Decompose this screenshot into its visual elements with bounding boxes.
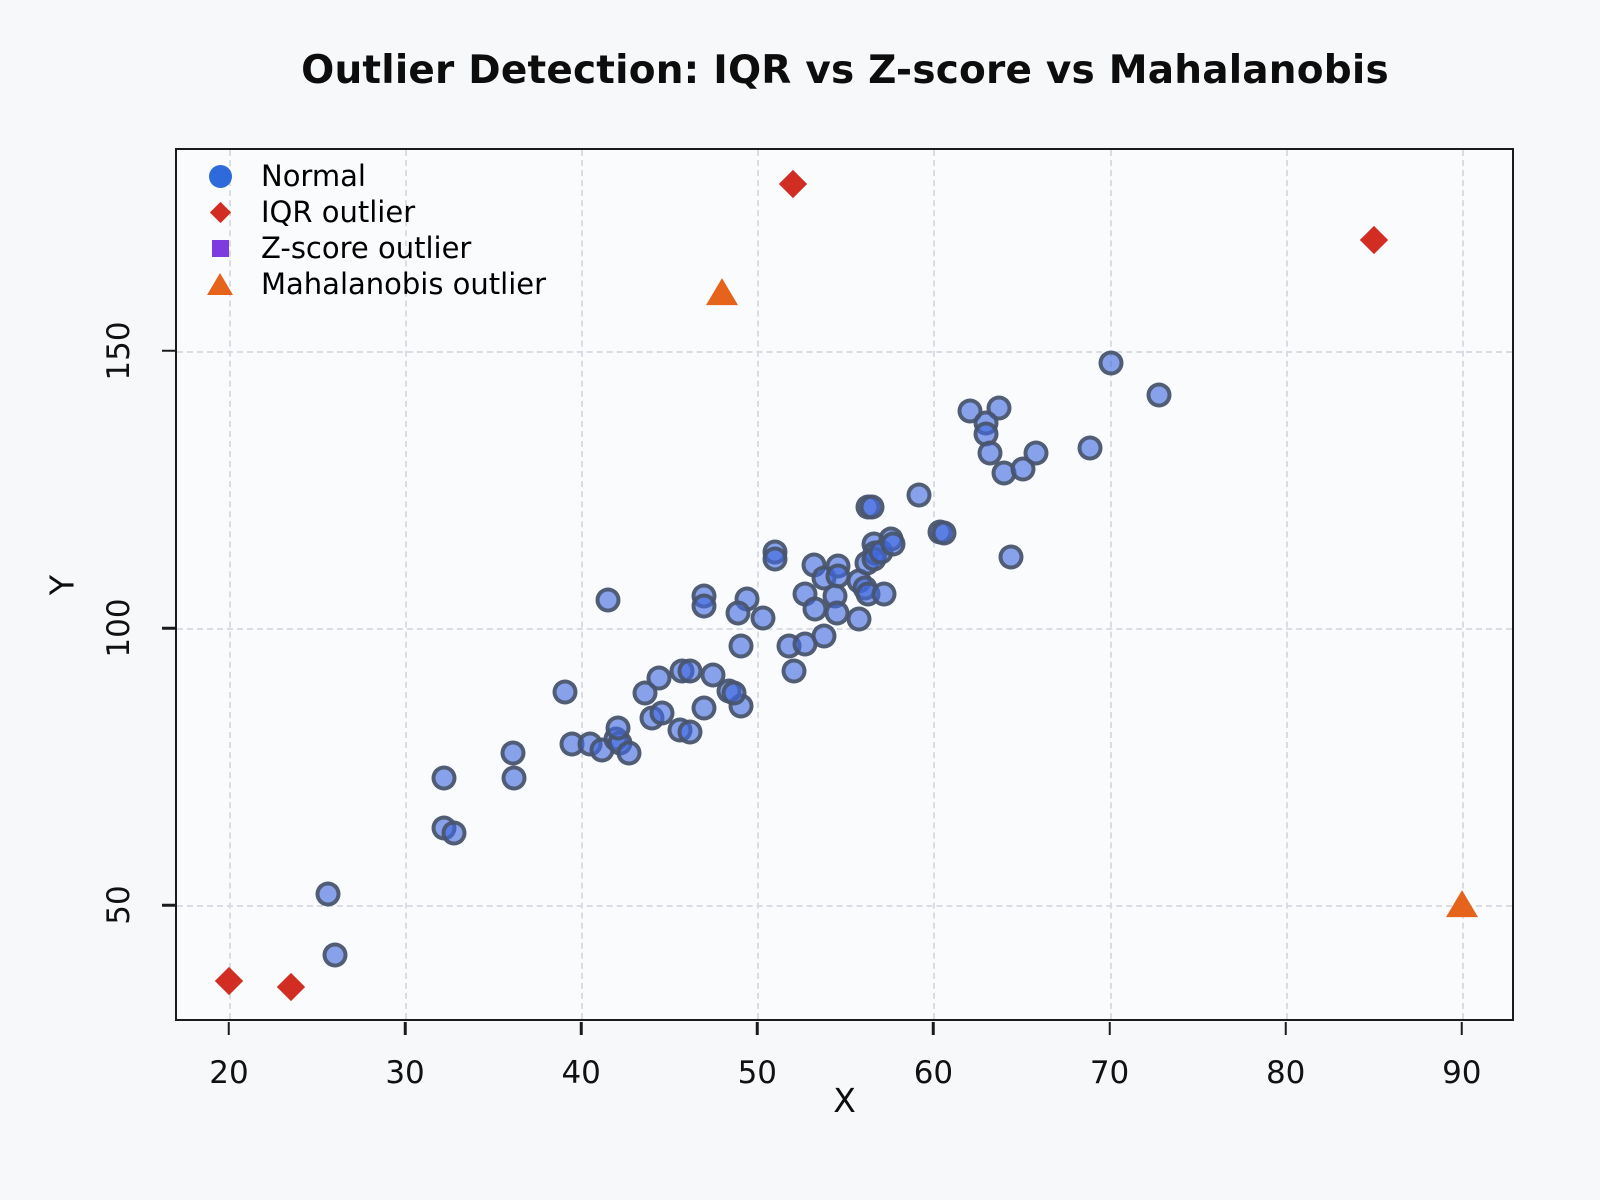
legend-label: Z-score outlier bbox=[261, 231, 472, 265]
normal-point bbox=[677, 658, 703, 684]
normal-point bbox=[315, 881, 341, 907]
normal-point bbox=[1023, 440, 1049, 466]
y-tick-label-50: 50 bbox=[101, 885, 137, 926]
gridline-y-50 bbox=[177, 905, 1512, 908]
x-tick-label-80: 80 bbox=[1265, 1055, 1306, 1091]
gridline-x-50 bbox=[757, 150, 760, 1019]
gridline-x-30 bbox=[405, 150, 408, 1019]
normal-point bbox=[552, 679, 578, 705]
normal-point bbox=[721, 680, 747, 706]
normal-point bbox=[781, 658, 807, 684]
gridline-x-60 bbox=[933, 150, 936, 1019]
iqr-outlier-point bbox=[1359, 225, 1388, 254]
normal-point bbox=[871, 581, 897, 607]
legend-label: IQR outlier bbox=[261, 195, 416, 229]
normal-point bbox=[691, 695, 717, 721]
mahalanobis-outlier-point bbox=[706, 277, 739, 305]
mahalanobis-outlier-point bbox=[1445, 890, 1478, 918]
x-tick-label-70: 70 bbox=[1089, 1055, 1130, 1091]
x-tick-50 bbox=[756, 1021, 759, 1035]
normal-point bbox=[595, 587, 621, 613]
x-tick-40 bbox=[579, 1021, 583, 1035]
square-legend-marker-icon bbox=[207, 239, 233, 257]
gridline-x-40 bbox=[581, 150, 584, 1019]
normal-point bbox=[649, 700, 675, 726]
normal-point bbox=[431, 765, 457, 791]
gridline-y-150 bbox=[177, 350, 1512, 353]
normal-point bbox=[500, 740, 525, 766]
normal-point bbox=[846, 606, 872, 632]
normal-point bbox=[616, 740, 642, 766]
plot-area: 20 30 40 50 60 70 80 90 50 100 150 Normal IQR outli… bbox=[43, 148, 1514, 1120]
normal-point bbox=[880, 531, 906, 557]
normal-point bbox=[998, 544, 1024, 570]
normal-point bbox=[728, 633, 754, 659]
x-tick-label-90: 90 bbox=[1442, 1055, 1482, 1091]
x-tick-label-20: 20 bbox=[209, 1055, 249, 1091]
x-tick-label-30: 30 bbox=[385, 1055, 425, 1091]
x-tick-90 bbox=[1460, 1021, 1464, 1035]
iqr-outlier-point bbox=[276, 972, 305, 1001]
y-tick-50 bbox=[161, 904, 175, 907]
triangle-icon bbox=[207, 273, 233, 295]
normal-point bbox=[677, 719, 703, 745]
legend-item-mahalanobis-outlier: Mahalanobis outlier bbox=[207, 266, 546, 302]
y-tick-150 bbox=[161, 349, 175, 352]
normal-point bbox=[824, 600, 850, 626]
normal-point bbox=[957, 398, 983, 424]
normal-point bbox=[1077, 435, 1103, 461]
x-tick-label-40: 40 bbox=[561, 1055, 601, 1091]
y-tick-label-100: 100 bbox=[101, 598, 137, 658]
normal-point bbox=[646, 665, 672, 691]
gridline-x-70 bbox=[1109, 150, 1112, 1019]
normal-point bbox=[906, 482, 932, 508]
iqr-outlier-point bbox=[214, 967, 244, 996]
normal-point bbox=[725, 600, 751, 626]
normal-point bbox=[1098, 350, 1124, 376]
triangle-legend-marker-icon bbox=[207, 273, 233, 295]
gridline-x-80 bbox=[1285, 150, 1288, 1019]
normal-point bbox=[501, 765, 527, 791]
x-axis-label: X bbox=[833, 1081, 856, 1120]
normal-point bbox=[750, 605, 776, 631]
iqr-outlier-point bbox=[778, 170, 807, 199]
normal-point bbox=[1146, 382, 1172, 408]
diamond-legend-marker-icon bbox=[207, 201, 233, 223]
x-tick-80 bbox=[1284, 1021, 1287, 1035]
circle-icon bbox=[208, 164, 232, 188]
gridline-x-90 bbox=[1461, 150, 1464, 1019]
normal-point bbox=[691, 593, 717, 619]
legend: Normal IQR outlier Z-score outlier Mahalano… bbox=[207, 158, 546, 302]
gridline-x-20 bbox=[228, 150, 231, 1019]
y-tick-100 bbox=[161, 626, 175, 630]
normal-point bbox=[859, 494, 885, 520]
normal-point bbox=[605, 715, 631, 741]
legend-item-z-score-outlier: Z-score outlier bbox=[207, 230, 546, 266]
circle-legend-marker-icon bbox=[207, 164, 233, 188]
normal-point bbox=[441, 820, 467, 846]
legend-item-iqr-outlier: IQR outlier bbox=[207, 194, 546, 230]
x-tick-label-50: 50 bbox=[737, 1055, 778, 1091]
normal-point bbox=[931, 520, 957, 546]
x-tick-70 bbox=[1108, 1021, 1111, 1035]
diamond-icon bbox=[209, 201, 231, 223]
normal-point bbox=[322, 942, 348, 968]
legend-item-normal: Normal bbox=[207, 158, 546, 194]
y-axis-label: Y bbox=[42, 574, 82, 595]
legend-label: Normal bbox=[261, 159, 366, 193]
normal-point bbox=[762, 546, 788, 572]
normal-point bbox=[700, 662, 726, 688]
y-tick-label-150: 150 bbox=[101, 321, 137, 381]
x-tick-label-60: 60 bbox=[913, 1055, 954, 1091]
x-tick-30 bbox=[403, 1021, 407, 1035]
square-icon bbox=[211, 239, 229, 257]
gridline-y-100 bbox=[177, 628, 1512, 631]
x-tick-20 bbox=[227, 1021, 231, 1035]
chart-title: Outlier Detection: IQR vs Z-score vs Mah… bbox=[301, 48, 1389, 93]
normal-point bbox=[811, 623, 837, 649]
x-tick-60 bbox=[932, 1021, 935, 1035]
legend-label: Mahalanobis outlier bbox=[261, 267, 547, 301]
